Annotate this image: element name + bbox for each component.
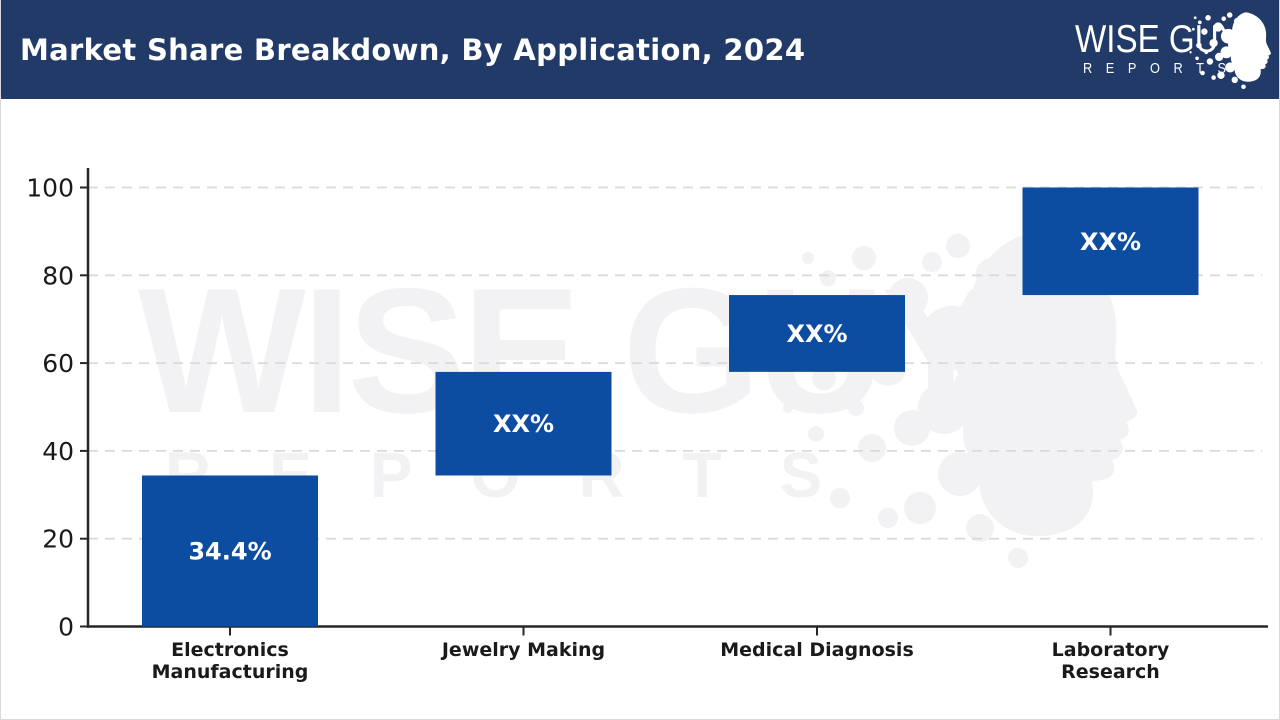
y-tick-label: 40 bbox=[42, 437, 74, 466]
wise-guy-logo: WISE GUY REPORTS bbox=[1030, 0, 1280, 99]
x-axis-label: Electronics bbox=[171, 639, 289, 661]
y-tick-label: 100 bbox=[26, 174, 74, 203]
logo-head-icon bbox=[1189, 12, 1271, 90]
x-axis-label: Manufacturing bbox=[152, 661, 309, 683]
x-axis-label: Jewelry Making bbox=[440, 639, 605, 661]
y-tick-label: 80 bbox=[42, 261, 74, 290]
x-axis-label: Medical Diagnosis bbox=[720, 639, 914, 661]
x-axis-label: Research bbox=[1061, 661, 1160, 683]
bar-value-label: 34.4% bbox=[188, 537, 271, 565]
x-axis-label: Laboratory bbox=[1052, 639, 1170, 661]
bar bbox=[142, 475, 318, 627]
bar-value-label: XX% bbox=[493, 410, 554, 438]
header-bar: Market Share Breakdown, By Application, … bbox=[0, 0, 1280, 99]
logo-reports-text: REPORTS bbox=[1082, 60, 1240, 77]
bar-value-label: XX% bbox=[786, 320, 847, 348]
y-tick-label: 20 bbox=[42, 525, 74, 554]
bar bbox=[435, 371, 612, 476]
bar-value-label: XX% bbox=[1080, 228, 1141, 256]
y-tick-label: 0 bbox=[58, 613, 74, 642]
page-title: Market Share Breakdown, By Application, … bbox=[20, 32, 806, 67]
y-tick-label: 60 bbox=[42, 349, 74, 378]
